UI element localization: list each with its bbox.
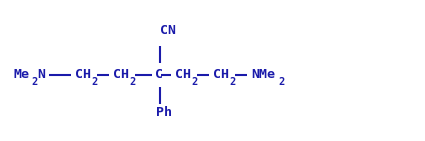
Text: CH: CH xyxy=(75,69,91,81)
Text: Ph: Ph xyxy=(156,105,172,118)
Text: C: C xyxy=(155,69,163,81)
Text: 2: 2 xyxy=(91,77,97,87)
Text: 2: 2 xyxy=(191,77,197,87)
Text: 2: 2 xyxy=(278,77,284,87)
Text: CH: CH xyxy=(113,69,129,81)
Text: N: N xyxy=(37,69,45,81)
Text: Me: Me xyxy=(14,69,30,81)
Text: 2: 2 xyxy=(31,77,37,87)
Text: CH: CH xyxy=(175,69,191,81)
Text: CN: CN xyxy=(160,24,176,37)
Text: 2: 2 xyxy=(229,77,235,87)
Text: 2: 2 xyxy=(129,77,135,87)
Text: NMe: NMe xyxy=(251,69,275,81)
Text: CH: CH xyxy=(213,69,229,81)
